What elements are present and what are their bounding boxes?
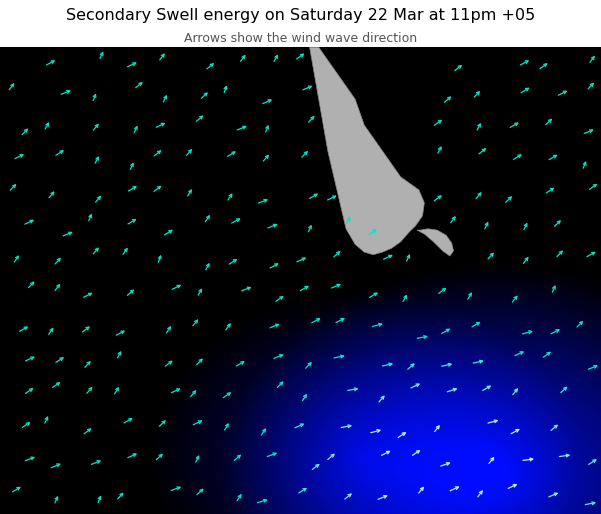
Polygon shape bbox=[417, 229, 454, 256]
Polygon shape bbox=[310, 47, 424, 255]
Text: Secondary Swell energy on Saturday 22 Mar at 11pm +05: Secondary Swell energy on Saturday 22 Ma… bbox=[66, 8, 535, 23]
Text: Arrows show the wind wave direction: Arrows show the wind wave direction bbox=[184, 32, 417, 45]
